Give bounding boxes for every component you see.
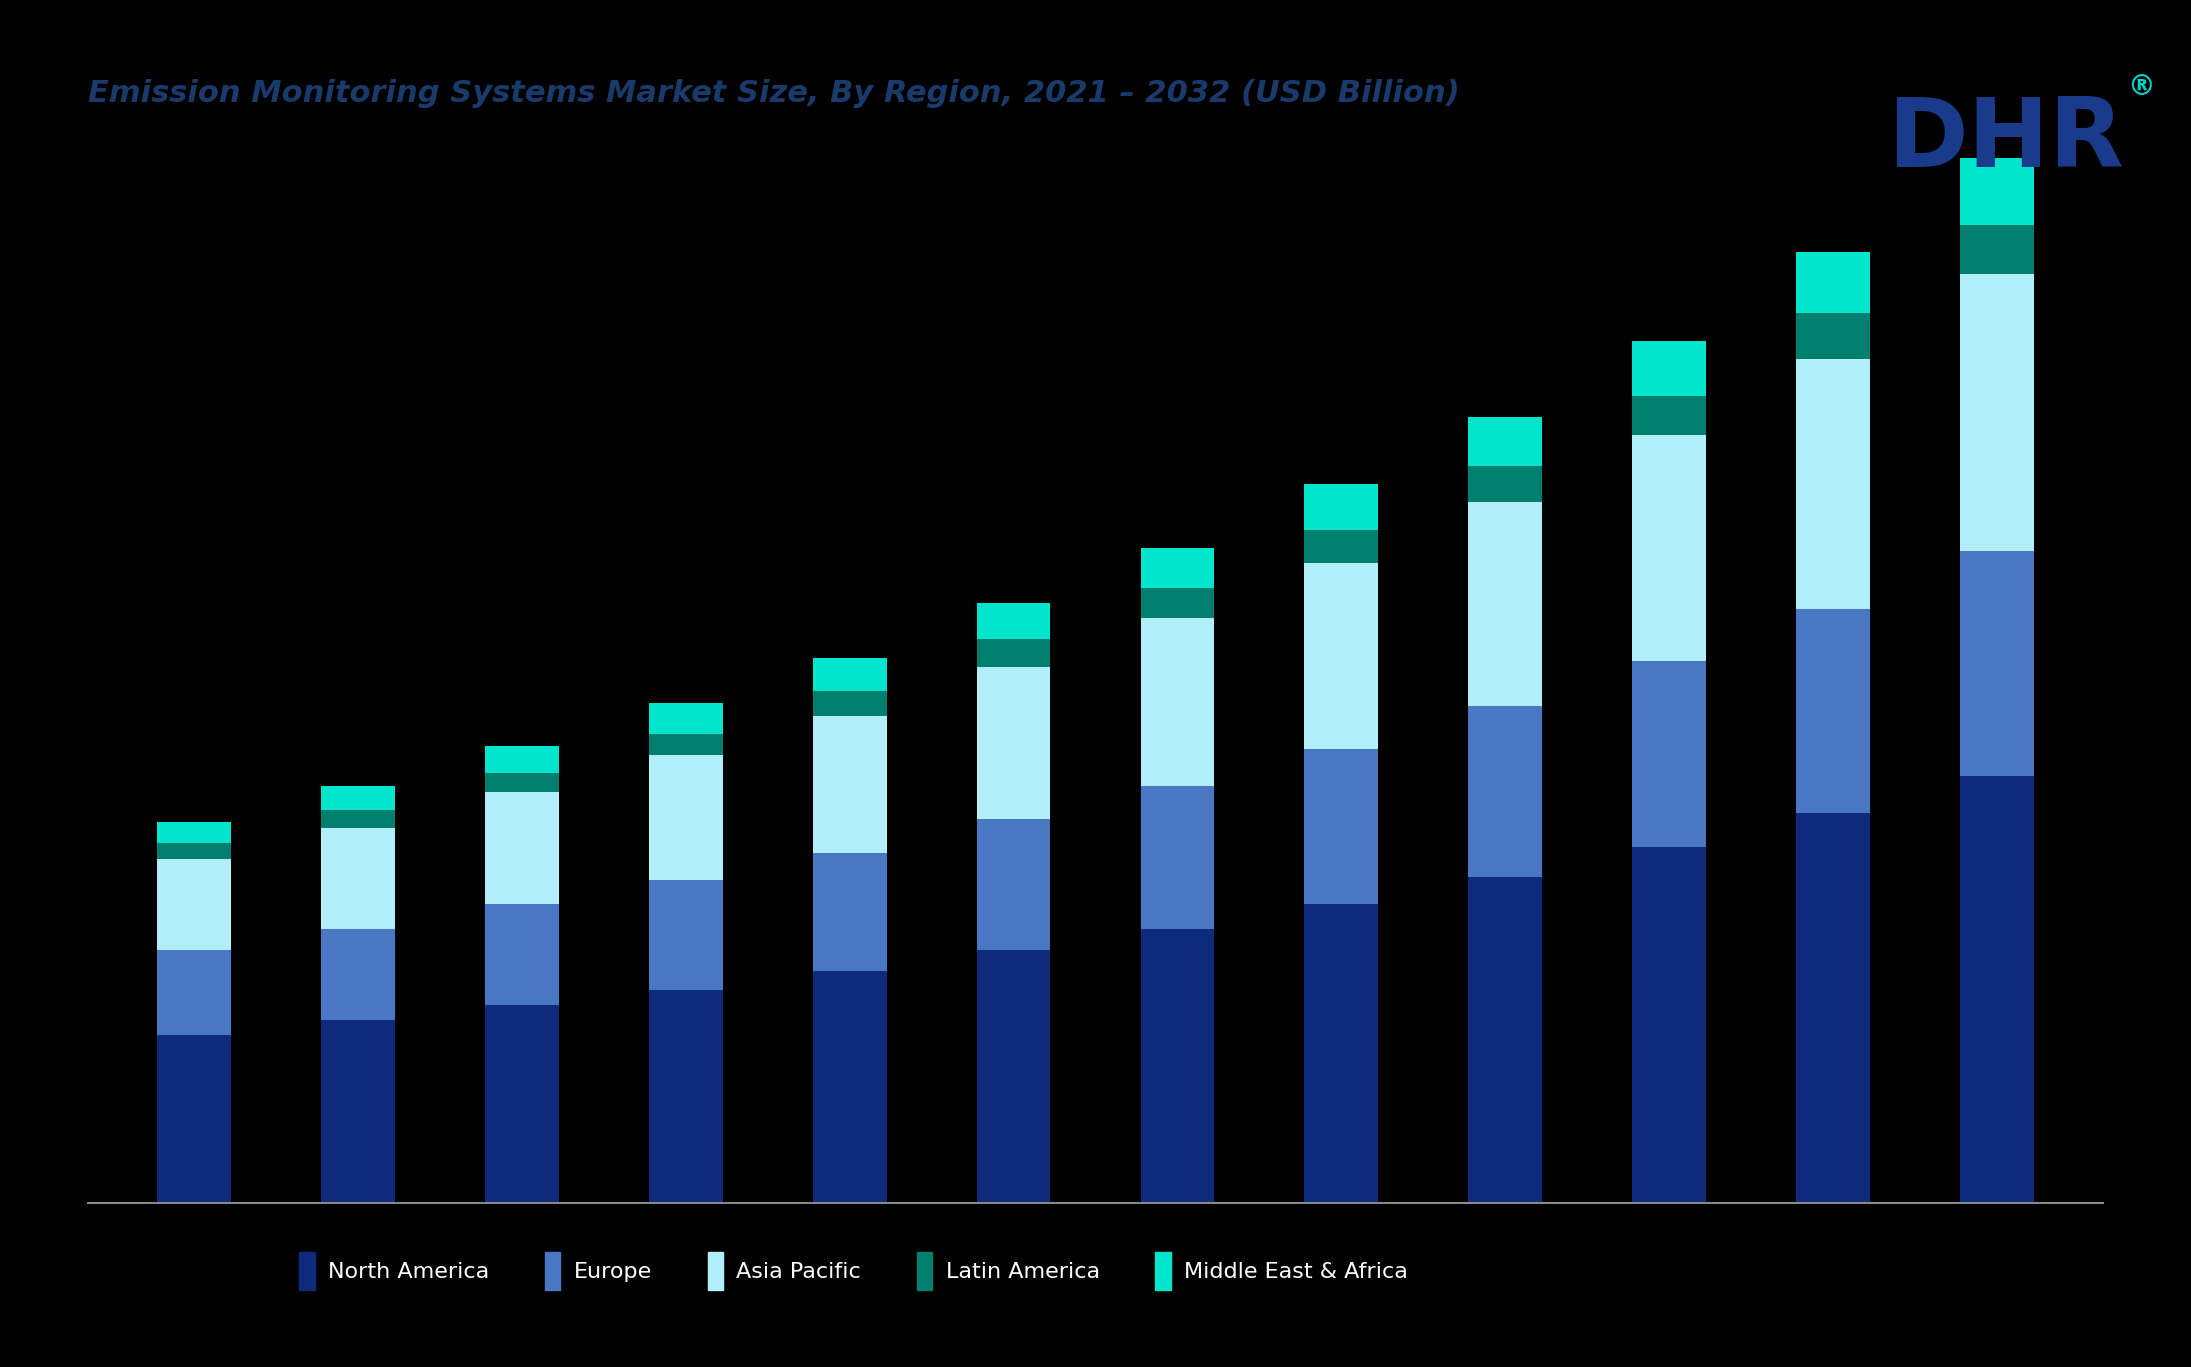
Bar <box>1961 226 2033 273</box>
Bar <box>322 828 394 928</box>
Bar <box>1632 660 1707 846</box>
Bar <box>1961 551 2033 776</box>
Bar <box>1961 159 2033 226</box>
Bar <box>649 880 723 990</box>
Bar <box>484 1005 559 1203</box>
Bar <box>813 972 887 1203</box>
Bar <box>1304 749 1378 905</box>
Bar <box>813 692 887 715</box>
Bar <box>158 1035 230 1203</box>
Bar <box>1468 878 1542 1203</box>
Bar <box>1797 813 1869 1203</box>
Bar <box>1142 618 1214 786</box>
Bar <box>1797 253 1869 313</box>
Bar <box>1468 502 1542 707</box>
Bar <box>484 791 559 905</box>
Bar <box>977 667 1049 819</box>
Bar <box>158 950 230 1035</box>
Bar <box>1468 417 1542 466</box>
Text: DHR: DHR <box>1886 94 2123 187</box>
Bar <box>1632 846 1707 1203</box>
Bar <box>1142 928 1214 1203</box>
Bar <box>158 822 230 843</box>
Bar <box>1632 395 1707 435</box>
Bar <box>322 928 394 1020</box>
Bar <box>484 774 559 791</box>
Bar <box>158 843 230 858</box>
Bar <box>1304 905 1378 1203</box>
Bar <box>1961 776 2033 1203</box>
Bar <box>1304 529 1378 563</box>
Bar <box>1632 340 1707 395</box>
Bar <box>322 811 394 828</box>
Bar <box>1142 548 1214 588</box>
Bar <box>1797 360 1869 608</box>
Bar <box>649 704 723 734</box>
Bar <box>1961 273 2033 551</box>
Bar <box>1797 313 1869 360</box>
Bar <box>649 734 723 755</box>
Bar <box>322 786 394 811</box>
Legend: North America, Europe, Asia Pacific, Latin America, Middle East & Africa: North America, Europe, Asia Pacific, Lat… <box>289 1244 1418 1299</box>
Bar <box>1142 786 1214 928</box>
Bar <box>813 715 887 853</box>
Bar <box>322 1020 394 1203</box>
Bar <box>977 950 1049 1203</box>
Bar <box>649 990 723 1203</box>
Bar <box>484 746 559 774</box>
Bar <box>1304 484 1378 529</box>
Bar <box>813 658 887 692</box>
Bar <box>484 905 559 1005</box>
Bar <box>977 640 1049 667</box>
Bar <box>1304 563 1378 749</box>
Bar <box>1632 435 1707 660</box>
Bar <box>1468 466 1542 502</box>
Bar <box>649 755 723 880</box>
Bar <box>813 853 887 972</box>
Bar <box>1468 707 1542 878</box>
Bar <box>1142 588 1214 618</box>
Bar <box>977 603 1049 640</box>
Text: ®: ® <box>2127 72 2156 101</box>
Bar <box>1797 608 1869 813</box>
Bar <box>977 819 1049 950</box>
Text: Emission Monitoring Systems Market Size, By Region, 2021 – 2032 (USD Billion): Emission Monitoring Systems Market Size,… <box>88 79 1459 108</box>
Bar <box>158 858 230 950</box>
